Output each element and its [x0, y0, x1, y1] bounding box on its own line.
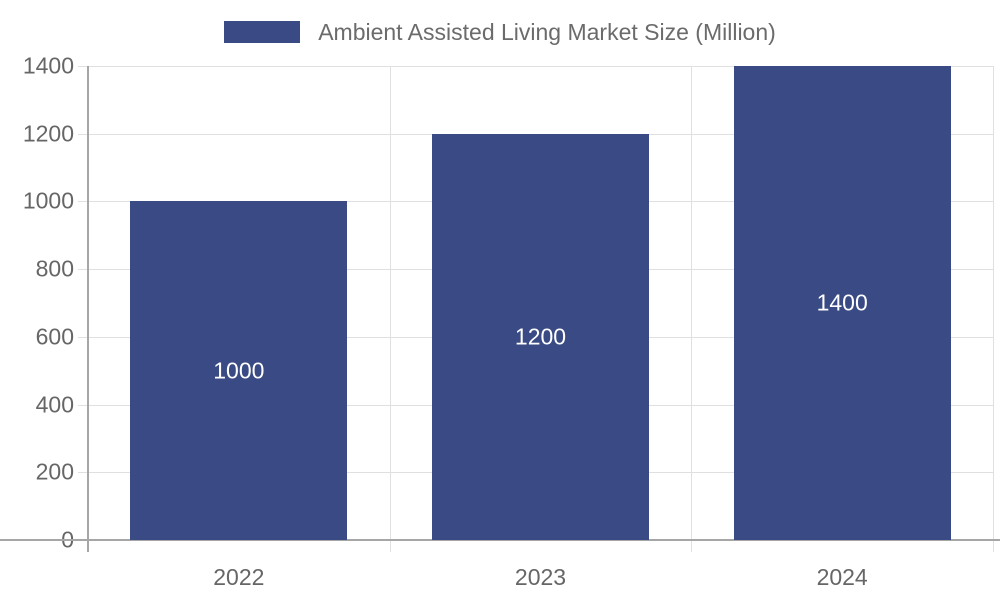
xtick-label-2023: 2023: [514, 564, 567, 590]
bar-2023: [431, 133, 650, 540]
xtick-mark-3: [993, 540, 994, 552]
ytick-label-800: 800: [35, 255, 74, 282]
ytick-mark-800: [78, 269, 88, 270]
gridline-x-1: [390, 66, 391, 540]
ytick-label-1000: 1000: [22, 187, 74, 214]
legend[interactable]: Ambient Assisted Living Market Size (Mil…: [0, 12, 1000, 52]
ytick-label-400: 400: [35, 391, 74, 418]
ytick-mark-1400: [78, 66, 88, 67]
xtick-label-2022: 2022: [213, 564, 265, 590]
ytick-mark-400: [78, 405, 88, 406]
gridline-x-2: [691, 66, 692, 540]
bar-value-label-2024: 1400: [816, 289, 868, 316]
ytick-mark-1200: [78, 134, 88, 135]
gridline-x-3: [993, 66, 994, 540]
bar-value-label-2023: 1200: [514, 323, 567, 350]
bar-value-label-2022: 1000: [213, 357, 265, 384]
ytick-label-1200: 1200: [22, 120, 74, 147]
xtick-label-2024: 2024: [816, 564, 868, 590]
y-axis-line: [87, 66, 89, 552]
xtick-mark-1: [390, 540, 391, 552]
bar-2024: [733, 66, 951, 540]
ytick-mark-200: [78, 472, 88, 473]
xtick-mark-2: [691, 540, 692, 552]
legend-swatch: [224, 21, 301, 43]
legend-label: Ambient Assisted Living Market Size (Mil…: [318, 18, 776, 45]
ytick-label-200: 200: [35, 458, 74, 485]
ytick-mark-600: [78, 337, 88, 338]
ytick-mark-1000: [78, 201, 88, 202]
ytick-label-1400: 1400: [22, 52, 74, 79]
ytick-label-600: 600: [35, 323, 74, 350]
gridline-y-1400: [88, 66, 993, 67]
x-axis-line: [0, 539, 1000, 541]
bar-2022: [130, 201, 348, 540]
